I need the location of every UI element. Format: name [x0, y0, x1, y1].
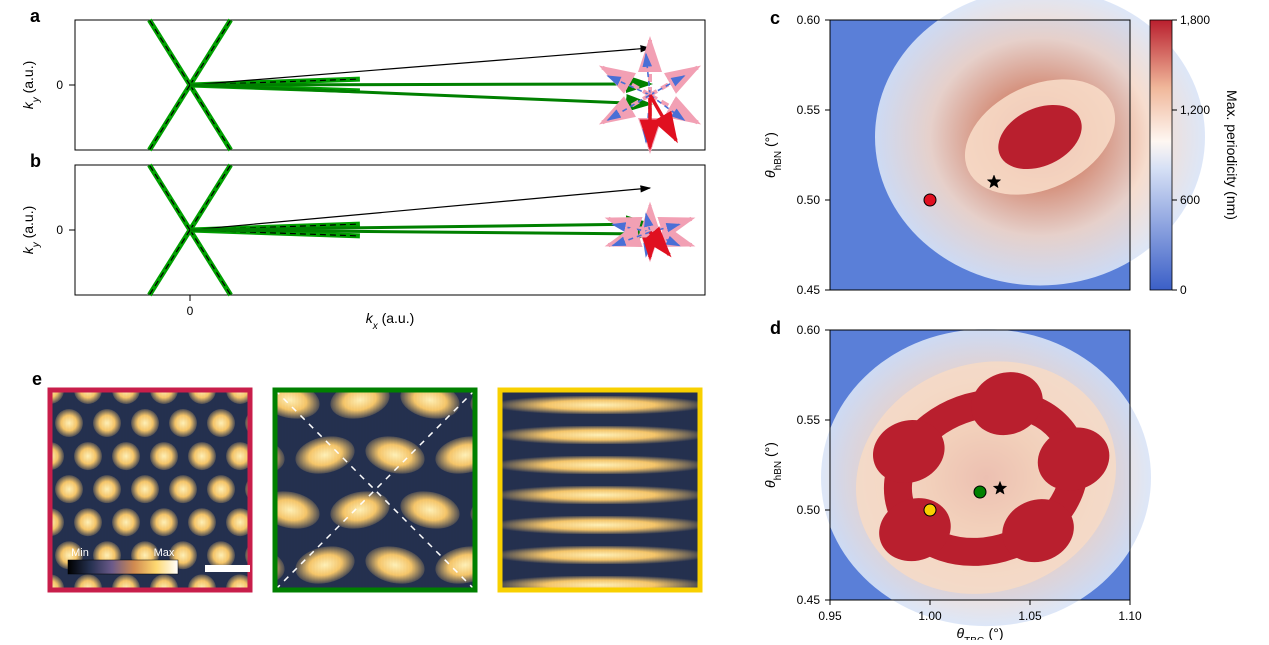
svg-text:Max. periodicity (nm): Max. periodicity (nm)	[1224, 90, 1240, 220]
svg-text:θTBG (°): θTBG (°)	[957, 625, 1004, 640]
svg-text:θhBN (°): θhBN (°)	[762, 132, 784, 178]
svg-text:0.95: 0.95	[818, 609, 842, 623]
panel-b	[75, 165, 705, 295]
svg-text:0.60: 0.60	[797, 323, 821, 337]
svg-text:c: c	[770, 8, 780, 28]
svg-text:ky (a.u.): ky (a.u.)	[20, 206, 42, 255]
svg-text:θhBN (°): θhBN (°)	[762, 442, 784, 488]
svg-text:0: 0	[56, 223, 63, 237]
svg-text:ky (a.u.): ky (a.u.)	[20, 61, 42, 110]
svg-text:a: a	[30, 6, 41, 26]
svg-text:0.50: 0.50	[797, 193, 821, 207]
svg-text:e: e	[32, 369, 42, 389]
svg-text:d: d	[770, 318, 781, 338]
svg-text:0.55: 0.55	[797, 413, 821, 427]
svg-text:kx (a.u.): kx (a.u.)	[366, 310, 415, 332]
panel-a	[75, 20, 705, 150]
svg-text:0.45: 0.45	[797, 283, 821, 297]
svg-text:0: 0	[1180, 283, 1187, 297]
svg-text:1.00: 1.00	[918, 609, 942, 623]
colorbar	[1150, 20, 1172, 290]
svg-text:0: 0	[56, 78, 63, 92]
svg-text:600: 600	[1180, 193, 1200, 207]
panel-c	[830, 20, 1130, 290]
svg-text:1.10: 1.10	[1118, 609, 1142, 623]
svg-text:0.50: 0.50	[797, 503, 821, 517]
panel-e	[50, 390, 720, 610]
svg-text:1,200: 1,200	[1180, 103, 1210, 117]
svg-text:0.60: 0.60	[797, 13, 821, 27]
svg-text:0.45: 0.45	[797, 593, 821, 607]
svg-text:1,800: 1,800	[1180, 13, 1210, 27]
svg-text:b: b	[30, 151, 41, 171]
svg-text:1.05: 1.05	[1018, 609, 1042, 623]
svg-text:0: 0	[187, 304, 194, 318]
panel-d	[830, 330, 1130, 600]
svg-text:0.55: 0.55	[797, 103, 821, 117]
